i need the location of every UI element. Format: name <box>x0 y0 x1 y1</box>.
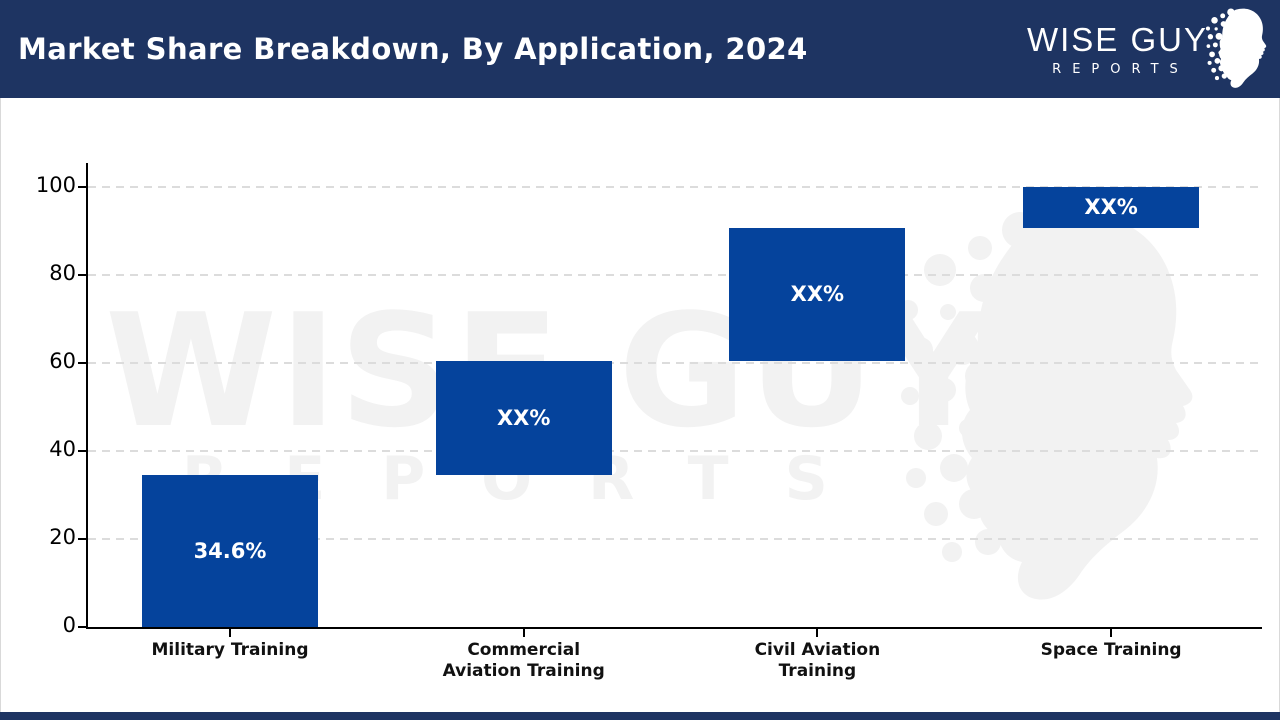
gridline-80 <box>88 274 1262 276</box>
brand-logo-text: WISE GUY REPORTS <box>1027 23 1208 76</box>
gridline-20 <box>88 538 1262 540</box>
watermark-head-icon <box>898 212 1193 600</box>
bar-value-label: XX% <box>496 405 551 430</box>
left-border <box>0 98 1 712</box>
bar-value-label: 34.6% <box>193 538 267 563</box>
bar-value-label: XX% <box>790 282 845 307</box>
gridline-100 <box>88 186 1262 188</box>
y-axis <box>86 163 88 629</box>
bar-segment: 34.6% <box>142 474 318 627</box>
x-axis <box>86 627 1262 629</box>
y-tick-40 <box>78 450 88 452</box>
x-category-label: Military Training <box>151 640 309 660</box>
y-tick-100 <box>78 186 88 188</box>
brand-logo: WISE GUY REPORTS <box>1027 6 1268 92</box>
brand-head-icon <box>1205 8 1267 88</box>
gridline-60 <box>88 362 1262 364</box>
y-tick-60 <box>78 362 88 364</box>
x-category-label: Civil Aviation Training <box>754 640 881 682</box>
page-title: Market Share Breakdown, By Application, … <box>18 32 808 66</box>
brand-name: WISE GUY <box>1026 20 1208 58</box>
x-tick <box>816 629 819 637</box>
y-tick-80 <box>78 274 88 276</box>
y-tick-label-60: 60 <box>49 349 76 373</box>
x-tick <box>229 629 231 637</box>
y-tick-label-20: 20 <box>49 525 76 549</box>
x-category-label: Commercial Aviation Training <box>442 640 605 682</box>
y-tick-0 <box>78 626 88 628</box>
x-category-label: Space Training <box>1040 640 1182 660</box>
x-tick <box>1110 629 1113 637</box>
header-bar: Market Share Breakdown, By Application, … <box>0 0 1280 98</box>
x-tick <box>522 629 525 637</box>
y-tick-label-40: 40 <box>49 437 76 461</box>
gridline-40 <box>88 450 1262 452</box>
bar-value-label: XX% <box>1084 195 1138 220</box>
y-tick-label-80: 80 <box>49 261 76 285</box>
bar-segment: XX% <box>1023 187 1200 228</box>
bar-segment: XX% <box>435 360 612 475</box>
y-tick-20 <box>78 538 88 540</box>
y-tick-label-0: 0 <box>62 613 76 637</box>
bar-segment: XX% <box>729 227 906 361</box>
brand-subname: REPORTS <box>1052 61 1189 77</box>
y-tick-label-100: 100 <box>35 173 76 197</box>
footer-bar <box>0 712 1280 720</box>
